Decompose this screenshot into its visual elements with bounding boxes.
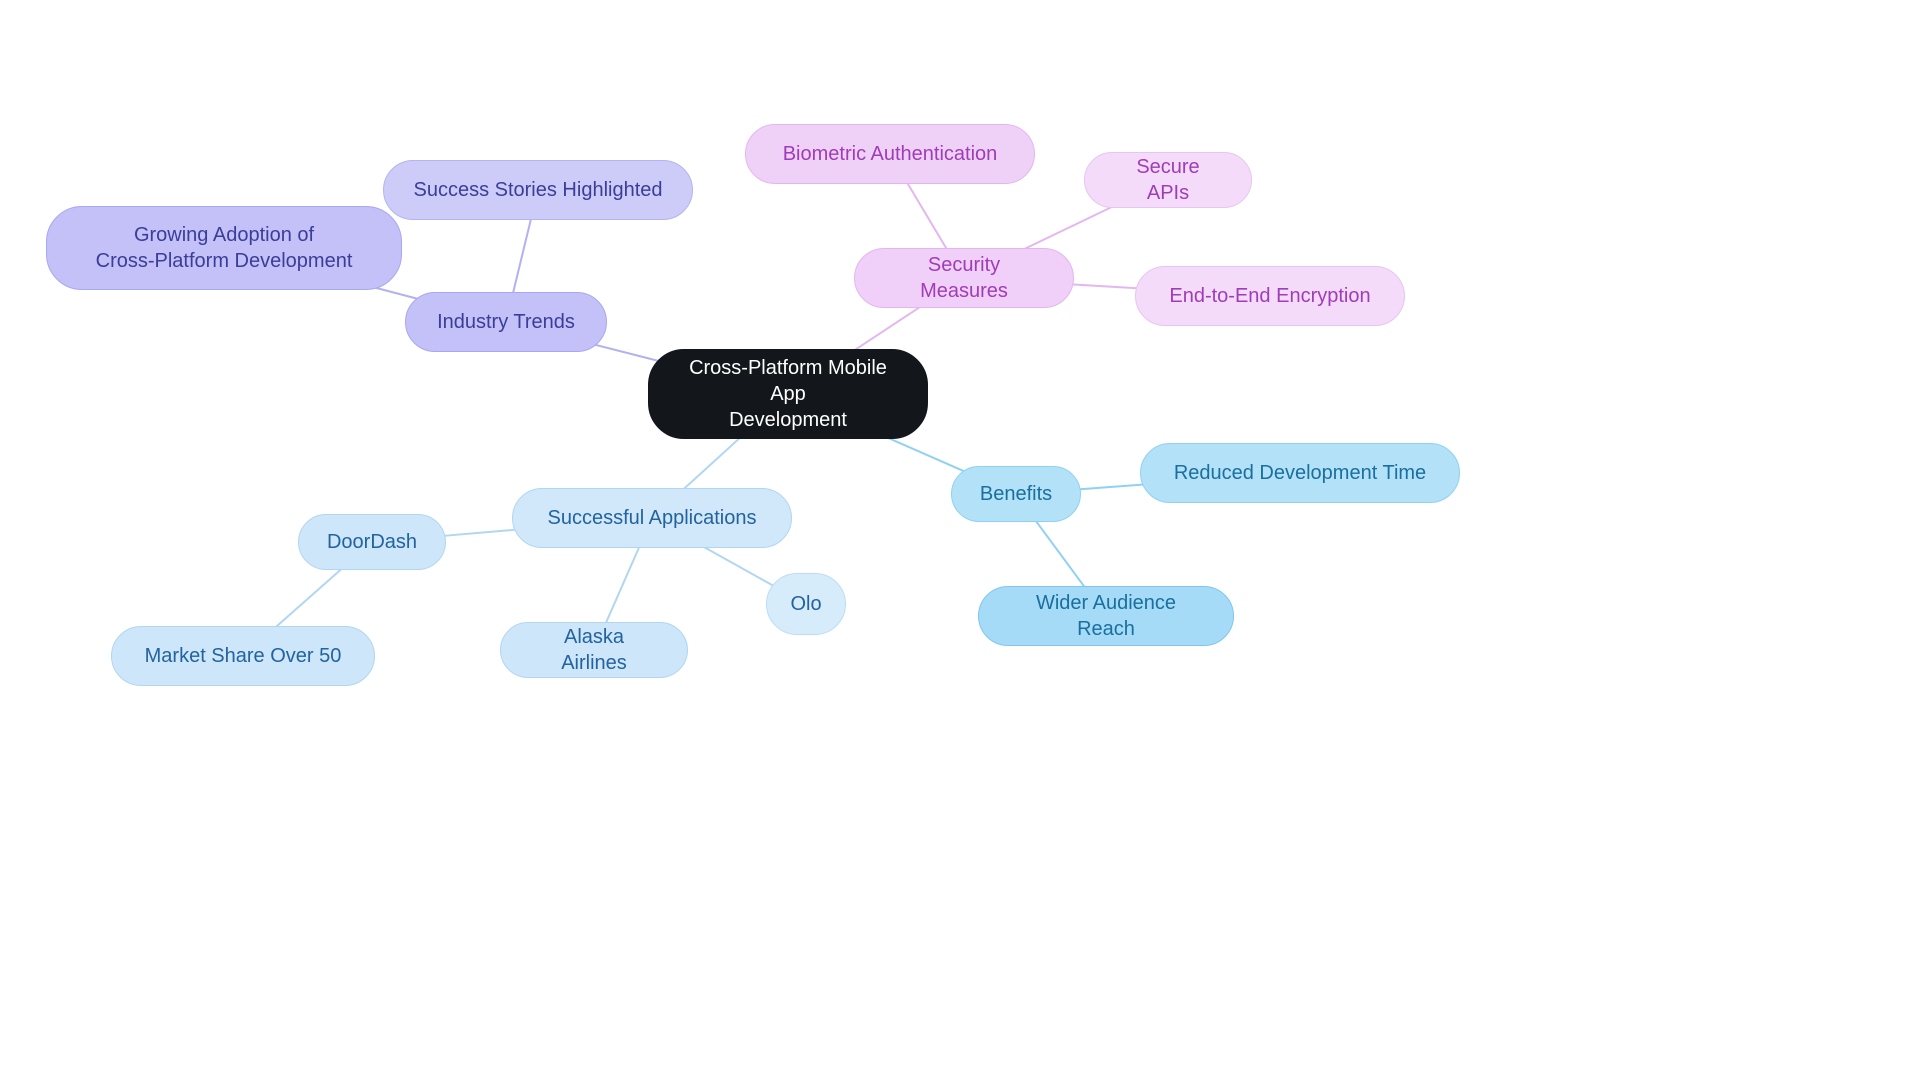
node-label: Alaska Airlines bbox=[529, 624, 659, 676]
node-label: Market Share Over 50 bbox=[145, 643, 342, 669]
node-label: Reduced Development Time bbox=[1174, 460, 1426, 486]
node-apps: Successful Applications bbox=[512, 488, 792, 548]
node-label: Secure APIs bbox=[1113, 154, 1223, 206]
node-root: Cross-Platform Mobile App Development bbox=[648, 349, 928, 439]
edge-doordash-market-share bbox=[276, 568, 343, 627]
node-benefits: Benefits bbox=[951, 466, 1081, 522]
edge-security-e2e bbox=[1072, 284, 1140, 288]
node-label: End-to-End Encryption bbox=[1169, 283, 1370, 309]
node-label: Biometric Authentication bbox=[783, 141, 998, 167]
node-e2e: End-to-End Encryption bbox=[1135, 266, 1405, 326]
node-alaska: Alaska Airlines bbox=[500, 622, 688, 678]
edge-apps-doordash bbox=[444, 529, 522, 536]
node-market-share: Market Share Over 50 bbox=[111, 626, 375, 686]
node-label: Security Measures bbox=[883, 252, 1045, 304]
node-secure-apis: Secure APIs bbox=[1084, 152, 1252, 208]
node-label: Benefits bbox=[980, 481, 1052, 507]
node-label: DoorDash bbox=[327, 529, 417, 555]
edge-apps-olo bbox=[702, 546, 773, 586]
node-label: Successful Applications bbox=[547, 505, 756, 531]
edge-benefits-reduced-time bbox=[1080, 484, 1151, 489]
node-olo: Olo bbox=[766, 573, 846, 635]
node-trends: Industry Trends bbox=[405, 292, 607, 352]
edge-trends-success-stories bbox=[513, 220, 530, 292]
node-success-stories: Success Stories Highlighted bbox=[383, 160, 693, 220]
edge-security-secure-apis bbox=[1018, 203, 1120, 252]
edge-security-biometric bbox=[908, 184, 947, 249]
node-security: Security Measures bbox=[854, 248, 1074, 308]
node-label: Olo bbox=[790, 591, 821, 617]
node-adoption: Growing Adoption of Cross-Platform Devel… bbox=[46, 206, 402, 290]
node-audience: Wider Audience Reach bbox=[978, 586, 1234, 646]
node-reduced-time: Reduced Development Time bbox=[1140, 443, 1460, 503]
edge-root-security bbox=[849, 306, 922, 354]
node-label: Industry Trends bbox=[437, 309, 575, 335]
node-label: Cross-Platform Mobile App Development bbox=[677, 355, 899, 433]
edge-benefits-audience bbox=[1036, 521, 1085, 587]
node-doordash: DoorDash bbox=[298, 514, 446, 570]
edge-root-apps bbox=[684, 436, 741, 488]
node-label: Wider Audience Reach bbox=[1007, 590, 1205, 642]
edge-apps-alaska bbox=[606, 548, 639, 622]
node-label: Success Stories Highlighted bbox=[413, 177, 662, 203]
node-label: Growing Adoption of Cross-Platform Devel… bbox=[96, 222, 353, 274]
node-biometric: Biometric Authentication bbox=[745, 124, 1035, 184]
mindmap-canvas: Cross-Platform Mobile App Development Ind… bbox=[0, 0, 1920, 1083]
